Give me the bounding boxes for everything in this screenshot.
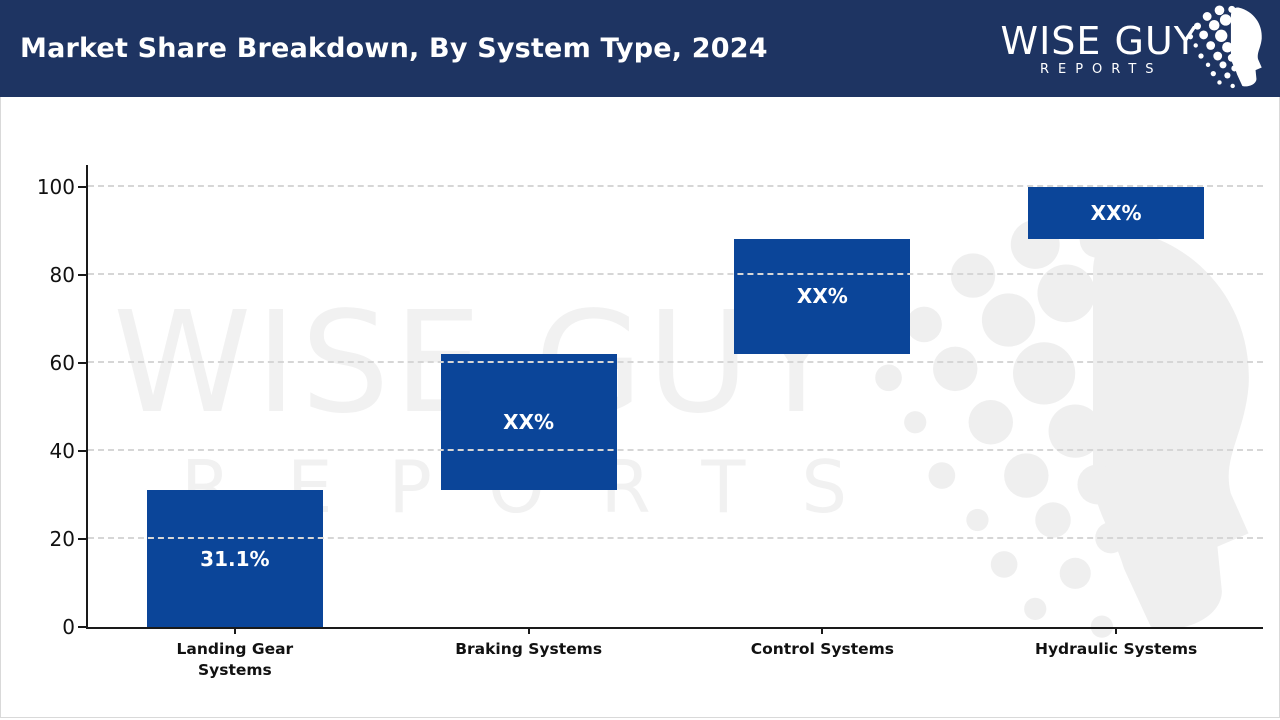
y-tick-mark xyxy=(78,186,86,188)
y-gridline xyxy=(88,537,1263,539)
header-bar: Market Share Breakdown, By System Type, … xyxy=(0,0,1280,97)
page-title: Market Share Breakdown, By System Type, … xyxy=(20,33,768,64)
logo-wordmark: WISE GUY xyxy=(1000,18,1198,63)
category-label: Landing Gear Systems xyxy=(176,640,294,679)
bar-value-label: XX% xyxy=(796,284,848,309)
y-tick-label: 20 xyxy=(49,527,75,551)
y-tick-label: 0 xyxy=(62,615,75,639)
y-tick-label: 60 xyxy=(49,351,75,375)
chart-panel: WISE GUY REPORTS 31.1%L xyxy=(0,97,1280,718)
y-tick-label: 80 xyxy=(49,263,75,287)
x-axis-line xyxy=(86,627,1263,629)
x-tick-mark xyxy=(233,627,236,634)
bar-segment xyxy=(440,353,617,491)
x-tick-mark xyxy=(527,627,530,634)
y-gridline xyxy=(88,185,1263,187)
x-tick-mark xyxy=(1115,627,1118,634)
category-label: Hydraulic Systems xyxy=(1034,640,1198,658)
category-label: Braking Systems xyxy=(455,640,603,658)
y-tick-mark xyxy=(78,626,86,628)
brand-logo: WISE GUY REPORTS xyxy=(1000,4,1264,93)
bar-value-label: 31.1% xyxy=(200,546,270,571)
y-tick-mark xyxy=(78,450,86,452)
category-label: Control Systems xyxy=(750,640,894,658)
y-tick-label: 40 xyxy=(49,439,75,463)
plot-area: 31.1% Landing Gear Systems XX% Braking Syst… xyxy=(37,165,1263,679)
y-gridline xyxy=(88,361,1263,363)
y-gridline xyxy=(88,273,1263,275)
y-tick-mark xyxy=(78,362,86,364)
logo-subtitle: REPORTS xyxy=(1039,61,1163,77)
y-tick-mark xyxy=(78,274,86,276)
bar-value-label: XX% xyxy=(503,409,555,434)
y-gridline xyxy=(88,449,1263,451)
logo-head-dots-icon xyxy=(1187,4,1262,88)
bar-segment xyxy=(146,490,323,627)
bar-value-label: XX% xyxy=(1090,200,1142,225)
y-tick-mark xyxy=(78,538,86,540)
y-tick-label: 100 xyxy=(36,175,75,199)
y-axis-line xyxy=(86,165,88,627)
x-tick-mark xyxy=(821,627,824,634)
bar-segment xyxy=(734,238,911,354)
